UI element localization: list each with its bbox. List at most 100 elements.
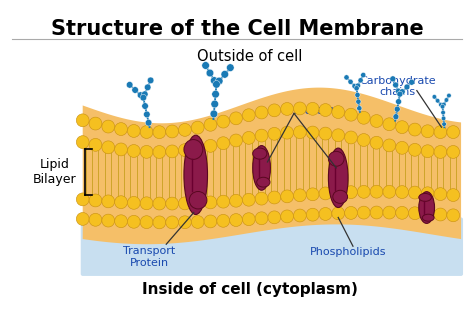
Circle shape xyxy=(115,143,128,156)
Circle shape xyxy=(352,84,357,89)
Circle shape xyxy=(137,92,144,98)
Circle shape xyxy=(383,185,396,198)
Circle shape xyxy=(383,206,396,219)
Circle shape xyxy=(76,193,89,206)
Circle shape xyxy=(394,106,400,112)
Circle shape xyxy=(153,197,166,210)
Circle shape xyxy=(355,92,360,98)
Circle shape xyxy=(179,123,191,136)
Ellipse shape xyxy=(333,190,347,203)
Circle shape xyxy=(357,185,370,198)
Circle shape xyxy=(102,214,115,227)
Circle shape xyxy=(409,207,421,220)
Circle shape xyxy=(447,189,460,202)
Circle shape xyxy=(281,103,293,115)
Circle shape xyxy=(358,78,363,83)
Circle shape xyxy=(345,186,357,199)
Ellipse shape xyxy=(328,148,348,208)
Circle shape xyxy=(268,191,281,204)
Circle shape xyxy=(204,118,217,131)
Circle shape xyxy=(442,102,446,107)
Circle shape xyxy=(204,215,217,228)
Circle shape xyxy=(444,98,449,102)
Circle shape xyxy=(383,139,396,152)
Circle shape xyxy=(128,125,140,137)
Circle shape xyxy=(202,62,210,69)
Circle shape xyxy=(421,125,434,138)
Circle shape xyxy=(210,110,218,118)
Circle shape xyxy=(361,72,366,78)
Circle shape xyxy=(281,126,293,139)
Ellipse shape xyxy=(253,148,267,159)
Circle shape xyxy=(268,127,281,140)
Circle shape xyxy=(144,111,150,118)
Circle shape xyxy=(319,187,332,200)
Circle shape xyxy=(153,216,166,229)
Circle shape xyxy=(145,84,151,90)
Circle shape xyxy=(206,69,214,77)
Circle shape xyxy=(102,195,115,208)
Circle shape xyxy=(255,106,268,119)
Circle shape xyxy=(434,126,447,139)
Circle shape xyxy=(434,208,447,221)
Circle shape xyxy=(229,112,242,125)
Circle shape xyxy=(439,102,443,107)
Ellipse shape xyxy=(419,193,431,201)
Circle shape xyxy=(179,216,191,229)
Circle shape xyxy=(345,108,357,121)
Circle shape xyxy=(217,137,229,150)
Circle shape xyxy=(255,212,268,225)
Ellipse shape xyxy=(422,214,434,221)
Circle shape xyxy=(421,145,434,158)
Circle shape xyxy=(166,197,179,210)
FancyBboxPatch shape xyxy=(81,218,463,276)
Circle shape xyxy=(140,216,153,228)
Circle shape xyxy=(89,138,102,151)
Circle shape xyxy=(447,209,460,222)
Text: Transport
Protein: Transport Protein xyxy=(123,246,176,268)
Circle shape xyxy=(293,102,306,115)
Circle shape xyxy=(76,136,89,149)
Circle shape xyxy=(102,120,115,133)
Circle shape xyxy=(147,77,154,84)
Circle shape xyxy=(102,141,115,154)
Circle shape xyxy=(204,196,217,209)
Circle shape xyxy=(332,207,345,220)
Circle shape xyxy=(409,79,415,85)
Circle shape xyxy=(356,83,361,88)
Circle shape xyxy=(140,197,153,210)
Circle shape xyxy=(132,87,138,93)
Circle shape xyxy=(396,141,409,154)
Circle shape xyxy=(432,95,437,99)
Circle shape xyxy=(356,99,361,104)
Circle shape xyxy=(153,146,166,158)
Text: Structure of the Cell Membrane: Structure of the Cell Membrane xyxy=(51,19,423,39)
Circle shape xyxy=(127,82,133,88)
Circle shape xyxy=(447,93,451,98)
Circle shape xyxy=(319,104,332,116)
Circle shape xyxy=(306,126,319,139)
Circle shape xyxy=(395,88,401,94)
Circle shape xyxy=(332,186,345,199)
Circle shape xyxy=(221,70,228,78)
Circle shape xyxy=(370,185,383,198)
Circle shape xyxy=(255,192,268,205)
Ellipse shape xyxy=(328,151,344,166)
Circle shape xyxy=(281,190,293,203)
Circle shape xyxy=(409,143,421,156)
Circle shape xyxy=(404,84,410,90)
Circle shape xyxy=(242,213,255,226)
Circle shape xyxy=(166,145,179,158)
Circle shape xyxy=(76,213,89,225)
Circle shape xyxy=(383,118,396,131)
Circle shape xyxy=(392,82,399,88)
Circle shape xyxy=(89,213,102,226)
Circle shape xyxy=(153,126,166,139)
Circle shape xyxy=(229,213,242,227)
Circle shape xyxy=(357,206,370,219)
Circle shape xyxy=(421,208,434,220)
Circle shape xyxy=(436,99,440,103)
Circle shape xyxy=(140,146,153,158)
Ellipse shape xyxy=(253,146,270,190)
Circle shape xyxy=(421,187,434,200)
